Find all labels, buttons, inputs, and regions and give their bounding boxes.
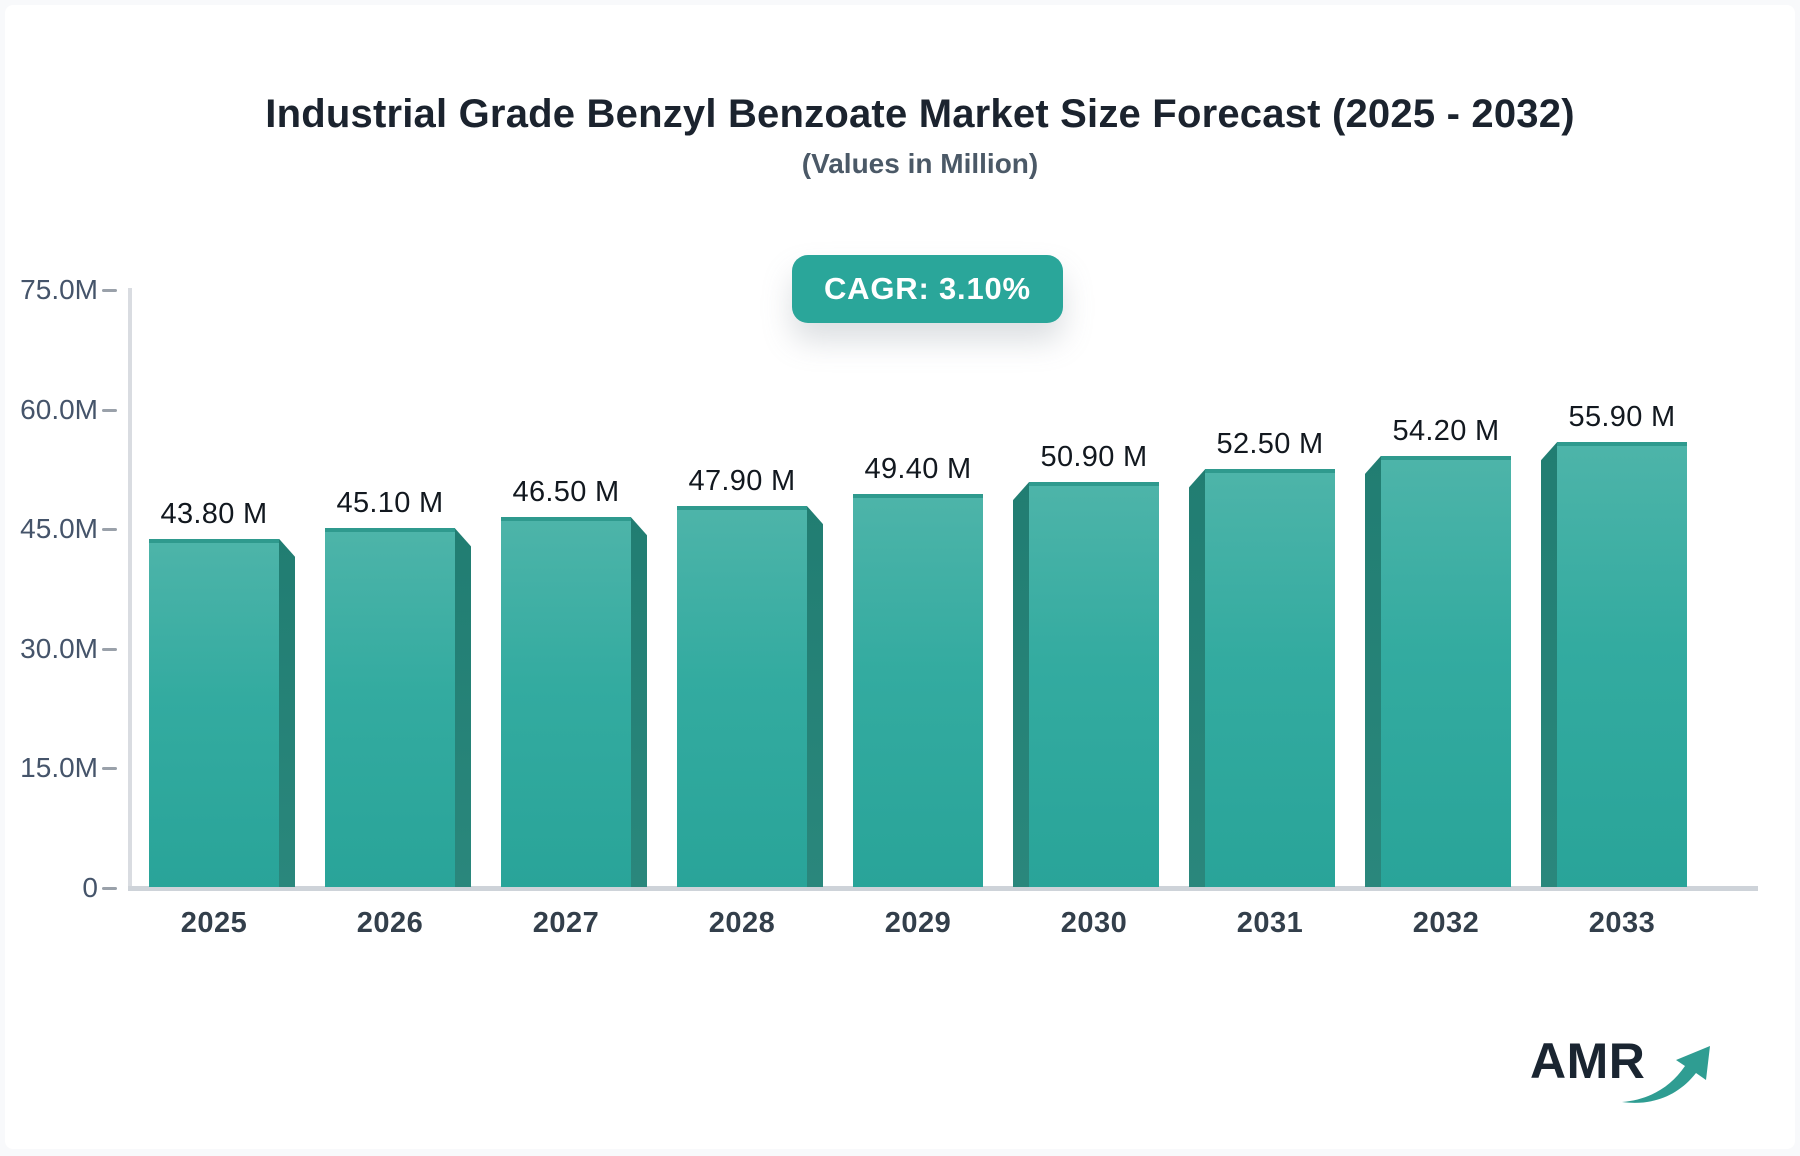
bar-2032: [1381, 455, 1511, 887]
bar-3d-side: [1013, 482, 1029, 887]
y-tick-mark: [102, 767, 117, 771]
bar-value-label: 49.40 M: [864, 453, 972, 486]
x-tick-label-2027: 2027: [532, 907, 600, 939]
bar-2026: [325, 528, 455, 887]
y-tick-mark: [102, 408, 117, 412]
y-tick-mark: [102, 887, 117, 890]
x-axis-baseline: [128, 886, 1758, 891]
x-tick-label-2033: 2033: [1588, 907, 1656, 939]
bar-3d-side: [1541, 442, 1557, 887]
bar-value-label: 50.90 M: [1040, 441, 1148, 474]
bar-value-label: 45.10 M: [336, 487, 444, 520]
y-tick-mark: [102, 647, 117, 651]
x-tick-label-2028: 2028: [708, 907, 776, 939]
bar-3d-side: [455, 528, 471, 887]
bar-3d-side: [631, 517, 647, 887]
y-tick-label: 30.0M: [20, 632, 98, 664]
x-tick-label-2029: 2029: [884, 907, 952, 939]
y-tick-mark: [102, 528, 117, 532]
bar-2028: [677, 506, 807, 887]
y-tick-mark: [102, 289, 117, 292]
growth-arrow-icon: [1622, 1046, 1710, 1103]
bar-2031: [1205, 469, 1335, 887]
y-axis-line: [128, 288, 132, 888]
chart-title: Industrial Grade Benzyl Benzoate Market …: [265, 92, 1575, 136]
y-tick-label: 60.0M: [20, 393, 98, 425]
y-tick-label: 15.0M: [20, 752, 98, 784]
bar-2027: [501, 517, 631, 887]
bar-2029: [853, 494, 983, 887]
bar-2033: [1557, 442, 1687, 887]
bar-2025: [149, 538, 279, 887]
y-tick-label: 0: [82, 872, 98, 903]
bar-value-label: 54.20 M: [1392, 414, 1500, 447]
bar-value-label: 43.80 M: [160, 497, 268, 530]
bar-3d-side: [1189, 469, 1205, 887]
bar-2030: [1029, 482, 1159, 887]
cagr-badge: CAGR: 3.10%: [792, 255, 1063, 323]
y-tick-label: 45.0M: [20, 513, 98, 545]
x-tick-label-2026: 2026: [356, 907, 424, 939]
x-tick-label-2032: 2032: [1412, 907, 1480, 939]
amr-logo-text: AMR: [1530, 1033, 1646, 1089]
bar-3d-side: [279, 538, 295, 887]
bar-value-label: 46.50 M: [512, 476, 620, 509]
bar-value-label: 52.50 M: [1216, 428, 1324, 461]
y-tick-label: 75.0M: [20, 274, 98, 305]
x-tick-label-2031: 2031: [1236, 907, 1304, 939]
x-tick-label-2025: 2025: [180, 907, 248, 939]
bar-3d-side: [807, 506, 823, 887]
bar-value-label: 47.90 M: [688, 465, 796, 498]
x-tick-label-2030: 2030: [1060, 907, 1128, 939]
amr-logo: AMR: [1530, 1032, 1730, 1122]
chart-subtitle: (Values in Million): [801, 148, 1039, 179]
bar-3d-side: [1365, 455, 1381, 887]
bar-value-label: 55.90 M: [1568, 401, 1676, 434]
